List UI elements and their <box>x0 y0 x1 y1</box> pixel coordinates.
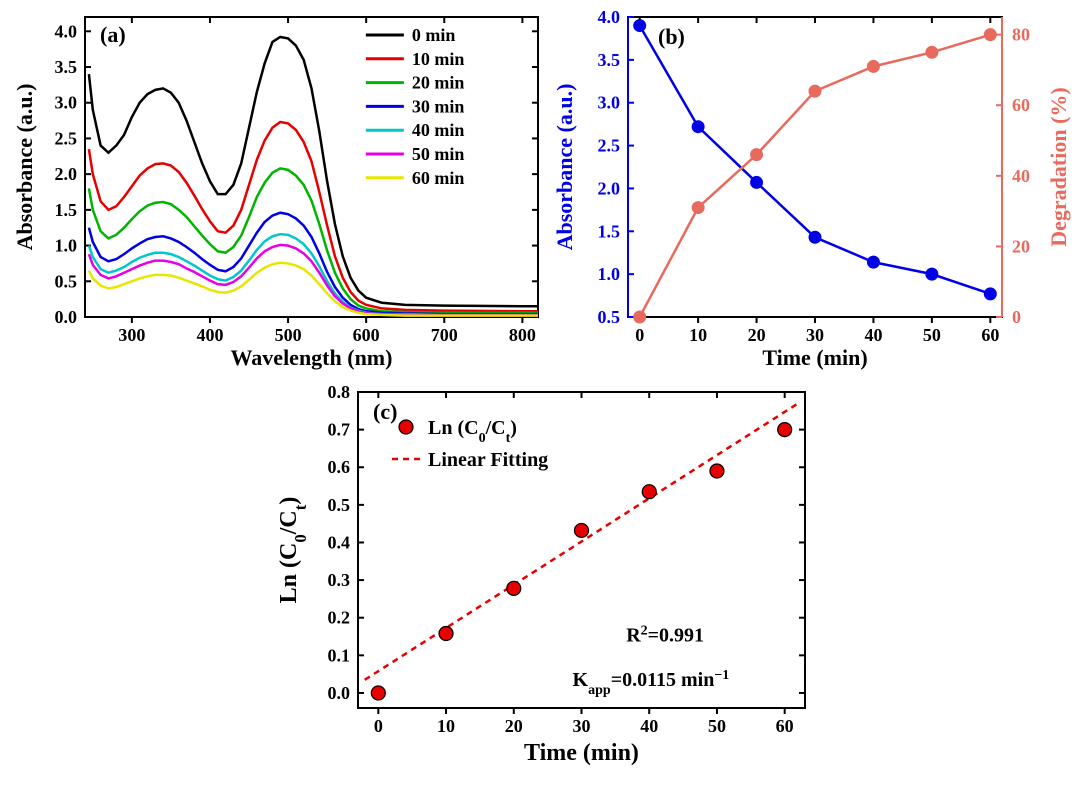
svg-text:40: 40 <box>864 325 882 345</box>
svg-text:0.7: 0.7 <box>328 420 351 440</box>
svg-text:10: 10 <box>689 325 707 345</box>
svg-text:2.5: 2.5 <box>598 136 621 156</box>
svg-text:Wavelength (nm): Wavelength (nm) <box>231 345 393 370</box>
svg-text:0.3: 0.3 <box>328 570 351 590</box>
svg-text:0.1: 0.1 <box>328 645 351 665</box>
svg-text:600: 600 <box>353 325 380 345</box>
svg-text:40 min: 40 min <box>412 120 465 140</box>
svg-text:(a): (a) <box>100 22 126 47</box>
svg-text:Absorbance (a.u.): Absorbance (a.u.) <box>552 84 577 251</box>
svg-text:30 min: 30 min <box>412 96 465 116</box>
svg-text:R2=0.991: R2=0.991 <box>626 623 704 647</box>
panel-a-svg: 300 400 500 600 700 800 0.0 0.5 1.0 1.5 2.0 2.5 3.0 3… <box>10 5 550 375</box>
svg-text:60: 60 <box>776 716 794 736</box>
svg-text:0 min: 0 min <box>412 25 456 45</box>
svg-text:400: 400 <box>196 325 223 345</box>
svg-text:800: 800 <box>509 325 536 345</box>
panel-c: 0 10 20 30 40 50 60 0.0 0.1 0.2 0.3 0.4 0.5 0.6 0.7 0.8… <box>270 380 820 770</box>
svg-text:3.0: 3.0 <box>55 93 78 113</box>
svg-text:3.0: 3.0 <box>598 93 621 113</box>
svg-text:Time (min): Time (min) <box>762 345 867 370</box>
svg-text:30: 30 <box>573 716 591 736</box>
svg-text:Degradation (%): Degradation (%) <box>1046 87 1071 246</box>
svg-text:0.0: 0.0 <box>55 307 78 327</box>
svg-text:1.5: 1.5 <box>598 221 621 241</box>
svg-text:50: 50 <box>923 325 941 345</box>
svg-text:500: 500 <box>275 325 302 345</box>
svg-text:80: 80 <box>1012 25 1030 45</box>
svg-text:0.6: 0.6 <box>328 457 351 477</box>
svg-text:0.0: 0.0 <box>328 683 351 703</box>
svg-text:3.5: 3.5 <box>55 57 78 77</box>
svg-text:0: 0 <box>635 325 644 345</box>
svg-text:20: 20 <box>748 325 766 345</box>
svg-text:0.8: 0.8 <box>328 382 351 402</box>
svg-text:50: 50 <box>708 716 726 736</box>
svg-text:(b): (b) <box>658 24 685 49</box>
svg-text:4.0: 4.0 <box>598 7 621 27</box>
svg-text:0: 0 <box>374 716 383 736</box>
svg-text:50 min: 50 min <box>412 144 465 164</box>
svg-text:3.5: 3.5 <box>598 50 621 70</box>
svg-text:40: 40 <box>640 716 658 736</box>
svg-text:10: 10 <box>437 716 455 736</box>
svg-text:0.2: 0.2 <box>328 608 351 628</box>
svg-text:0.5: 0.5 <box>328 495 351 515</box>
svg-text:Absorbance (a.u.): Absorbance (a.u.) <box>12 84 37 251</box>
svg-text:30: 30 <box>806 325 824 345</box>
svg-text:60 min: 60 min <box>412 168 465 188</box>
svg-text:Ln (C0/Ct): Ln (C0/Ct) <box>276 497 310 604</box>
svg-text:60: 60 <box>981 325 999 345</box>
svg-text:2.5: 2.5 <box>55 128 78 148</box>
svg-text:(c): (c) <box>373 399 397 424</box>
svg-text:700: 700 <box>431 325 458 345</box>
svg-text:20: 20 <box>505 716 523 736</box>
svg-text:60: 60 <box>1012 95 1030 115</box>
panel-b: 0 10 20 30 40 50 60 0.5 1.0 1.5 2.0 2.5 3.0 3.5 4.0 0 20… <box>550 5 1080 375</box>
panel-c-svg: 0 10 20 30 40 50 60 0.0 0.1 0.2 0.3 0.4 0.5 0.6 0.7 0.8… <box>270 380 820 770</box>
panel-a: 300 400 500 600 700 800 0.0 0.5 1.0 1.5 2.0 2.5 3.0 3… <box>10 5 550 375</box>
svg-text:4.0: 4.0 <box>55 21 78 41</box>
svg-text:1.5: 1.5 <box>55 200 78 220</box>
svg-text:1.0: 1.0 <box>598 264 621 284</box>
svg-text:20: 20 <box>1012 236 1030 256</box>
svg-text:0.5: 0.5 <box>55 271 78 291</box>
svg-text:0: 0 <box>1012 307 1021 327</box>
svg-text:0.5: 0.5 <box>598 307 621 327</box>
svg-text:Linear Fitting: Linear Fitting <box>428 449 548 471</box>
svg-text:300: 300 <box>118 325 145 345</box>
svg-text:20 min: 20 min <box>412 73 465 93</box>
svg-text:1.0: 1.0 <box>55 236 78 256</box>
svg-text:2.0: 2.0 <box>55 164 78 184</box>
svg-text:Time (min): Time (min) <box>524 740 639 766</box>
svg-text:0.4: 0.4 <box>328 532 351 552</box>
svg-text:10 min: 10 min <box>412 49 465 69</box>
svg-text:2.0: 2.0 <box>598 178 621 198</box>
panel-b-svg: 0 10 20 30 40 50 60 0.5 1.0 1.5 2.0 2.5 3.0 3.5 4.0 0 20… <box>550 5 1080 375</box>
svg-text:40: 40 <box>1012 166 1030 186</box>
